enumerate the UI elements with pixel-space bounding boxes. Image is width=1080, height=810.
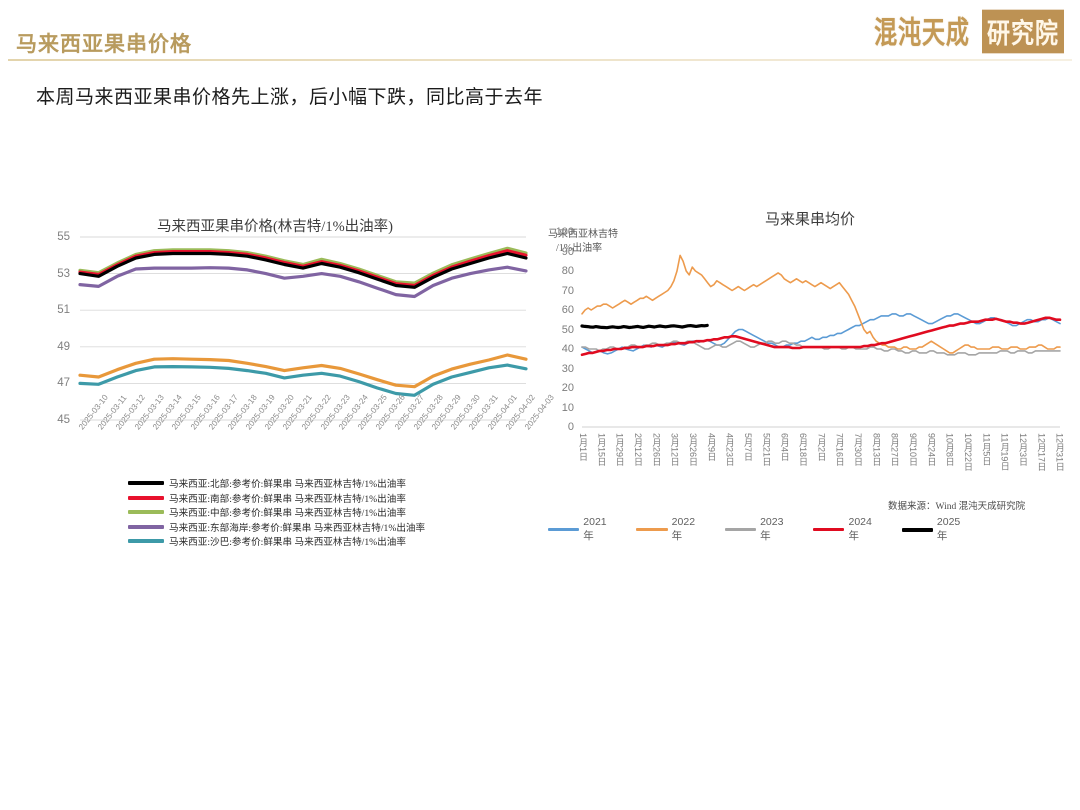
- right-chart-title: 马来果串均价: [764, 212, 855, 228]
- right-x-tick: 11月5日: [981, 433, 992, 466]
- left-legend-item: 马来西亚:中部:参考价:鲜果串 马来西亚林吉特/1%出油率: [128, 505, 548, 520]
- right-legend-label: 2021年: [583, 516, 607, 542]
- left-y-tick: 49: [57, 340, 70, 353]
- right-x-tick: 9月24日: [926, 433, 937, 467]
- right-x-tick: 10月22日: [963, 433, 974, 472]
- right-y-tick: 60: [561, 304, 574, 316]
- left-legend-item: 马来西亚:东部海岸:参考价:鲜果串 马来西亚林吉特/1%出油率: [128, 520, 548, 535]
- right-legend-label: 2024年: [848, 516, 872, 542]
- slide-header: 马来西亚果串价格 混沌天成 研究院: [0, 0, 1080, 62]
- left-legend-item: 马来西亚:北部:参考价:鲜果串 马来西亚林吉特/1%出油率: [128, 476, 548, 491]
- lead-sentence: 本周马来西亚果串价格先上涨，后小幅下跌，同比高于去年: [36, 87, 544, 108]
- left-legend-swatch: [128, 524, 164, 529]
- right-x-tick: 11月19日: [999, 433, 1010, 471]
- left-legend-swatch: [128, 510, 164, 515]
- right-y-tick: 20: [561, 382, 574, 394]
- right-y-tick: 40: [561, 343, 574, 355]
- left-legend-swatch: [128, 539, 164, 544]
- left-y-tick: 45: [57, 414, 70, 426]
- left-legend-swatch: [128, 481, 164, 486]
- left-legend-label: 马来西亚:南部:参考价:鲜果串 马来西亚林吉特/1%出油率: [169, 493, 406, 505]
- left-y-axis-labels: 45 47 49 51 53 55: [20, 205, 72, 426]
- right-x-tick: 2月12日: [633, 433, 643, 467]
- right-y-tick: 0: [567, 421, 574, 433]
- right-x-tick: 3月26日: [688, 433, 698, 467]
- brand-logo: 混沌天成 研究院: [870, 9, 1064, 53]
- logo-badge: 研究院: [982, 9, 1064, 53]
- right-x-tick: 7月16日: [834, 433, 845, 467]
- left-legend-label: 马来西亚:沙巴:参考价:鲜果串 马来西亚林吉特/1%出油率: [169, 537, 406, 549]
- right-y-tick: 80: [561, 265, 574, 277]
- right-y-tick: 10: [561, 401, 574, 414]
- right-x-tick: 4月23日: [724, 433, 735, 467]
- right-x-tick: 1月1日: [578, 433, 588, 462]
- logo-text: 混沌天成: [874, 17, 970, 51]
- left-legend-item: 马来西亚:南部:参考价:鲜果串 马来西亚林吉特/1%出油率: [128, 491, 548, 506]
- right-x-tick: 12月17日: [1036, 433, 1047, 472]
- right-y-tick: 50: [561, 323, 574, 336]
- right-x-tick: 12月3日: [1018, 433, 1029, 467]
- right-legend-item: 2021年: [548, 516, 614, 543]
- right-x-tick: 1月29日: [614, 433, 625, 467]
- source-note: 数据来源：Wind 混沌天成研究院: [888, 502, 1026, 512]
- right-x-tick: 7月30日: [853, 433, 863, 467]
- right-x-tick: 7月2日: [816, 433, 827, 462]
- left-legend-label: 马来西亚:东部海岸:参考价:鲜果串 马来西亚林吉特/1%出油率: [169, 522, 426, 534]
- left-legend-swatch: [128, 495, 164, 500]
- right-x-tick: 3月12日: [669, 433, 680, 467]
- right-legend-swatch: [901, 527, 933, 532]
- right-x-tick: 1月15日: [596, 433, 607, 467]
- right-legend-label: 2025年: [936, 516, 961, 542]
- left-y-tick: 55: [57, 231, 70, 243]
- right-x-tick: 5月21日: [761, 433, 772, 467]
- right-y-tick: 100: [555, 226, 574, 238]
- left-y-tick: 47: [57, 377, 70, 390]
- right-x-tick: 9月10日: [908, 433, 919, 467]
- left-legend-item: 马来西亚:沙巴:参考价:鲜果串 马来西亚林吉特/1%出油率: [128, 534, 548, 549]
- left-chart-legend: 马来西亚:北部:参考价:鲜果串 马来西亚林吉特/1%出油率 马来西亚:南部:参考价…: [128, 476, 548, 549]
- chart-malaysia-ffb-average-price: 马来果串均价 马来西亚林吉特 /1%出油率 0 10 20 30 40 50 60 70 80 9…: [540, 200, 1070, 471]
- right-legend-swatch: [636, 528, 668, 531]
- right-legend-item: 2024年: [813, 516, 879, 543]
- right-x-tick: 8月27日: [889, 433, 900, 467]
- right-x-tick: 12月31日: [1054, 433, 1065, 472]
- right-legend-item: 2022年: [636, 516, 702, 543]
- page-title: 马来西亚果串价格: [16, 32, 192, 56]
- left-legend-label: 马来西亚:北部:参考价:鲜果串 马来西亚林吉特/1%出油率: [169, 479, 406, 491]
- right-y-tick: 30: [561, 362, 574, 375]
- left-chart-canvas: [78, 236, 528, 421]
- right-legend-swatch: [724, 528, 757, 531]
- right-legend-swatch: [813, 528, 845, 531]
- header-divider: [8, 59, 1072, 61]
- right-x-tick: 5月7日: [743, 433, 753, 462]
- right-x-tick: 4月9日: [706, 433, 717, 462]
- left-y-tick: 51: [57, 304, 70, 317]
- right-x-tick: 10月8日: [944, 433, 955, 467]
- left-y-tick: 53: [57, 267, 70, 280]
- right-legend-label: 2023年: [760, 516, 784, 542]
- left-chart-title: 马来西亚果串价格(林吉特/1%出油率): [156, 219, 393, 235]
- right-y-tick: 90: [561, 245, 574, 258]
- right-x-tick: 6月4日: [779, 433, 790, 462]
- right-legend-item: 2023年: [724, 516, 791, 543]
- right-chart-canvas: [580, 254, 1062, 428]
- right-legend-item: 2025年: [901, 516, 968, 543]
- right-legend-swatch: [548, 528, 580, 531]
- right-legend-label: 2022年: [671, 516, 696, 542]
- right-y-axis-unit: 马来西亚林吉特 /1%出油率: [548, 228, 648, 255]
- right-chart-legend: 2021年 2022年 2023年 2024年 2025年: [548, 516, 968, 543]
- right-y-axis-unit-line2: /1%出油率: [556, 242, 603, 254]
- right-x-tick: 2月26日: [651, 433, 662, 467]
- chart-malaysia-ffb-price: 马来西亚果串价格(林吉特/1%出油率) 45 47 49 51 53 55 2025-03…: [20, 205, 556, 455]
- right-y-tick: 70: [561, 284, 574, 297]
- right-y-axis-unit-line1: 马来西亚林吉特: [548, 229, 618, 240]
- left-legend-label: 马来西亚:中部:参考价:鲜果串 马来西亚林吉特/1%出油率: [169, 508, 406, 520]
- right-x-tick: 6月18日: [798, 433, 808, 467]
- right-x-tick: 8月13日: [871, 433, 882, 467]
